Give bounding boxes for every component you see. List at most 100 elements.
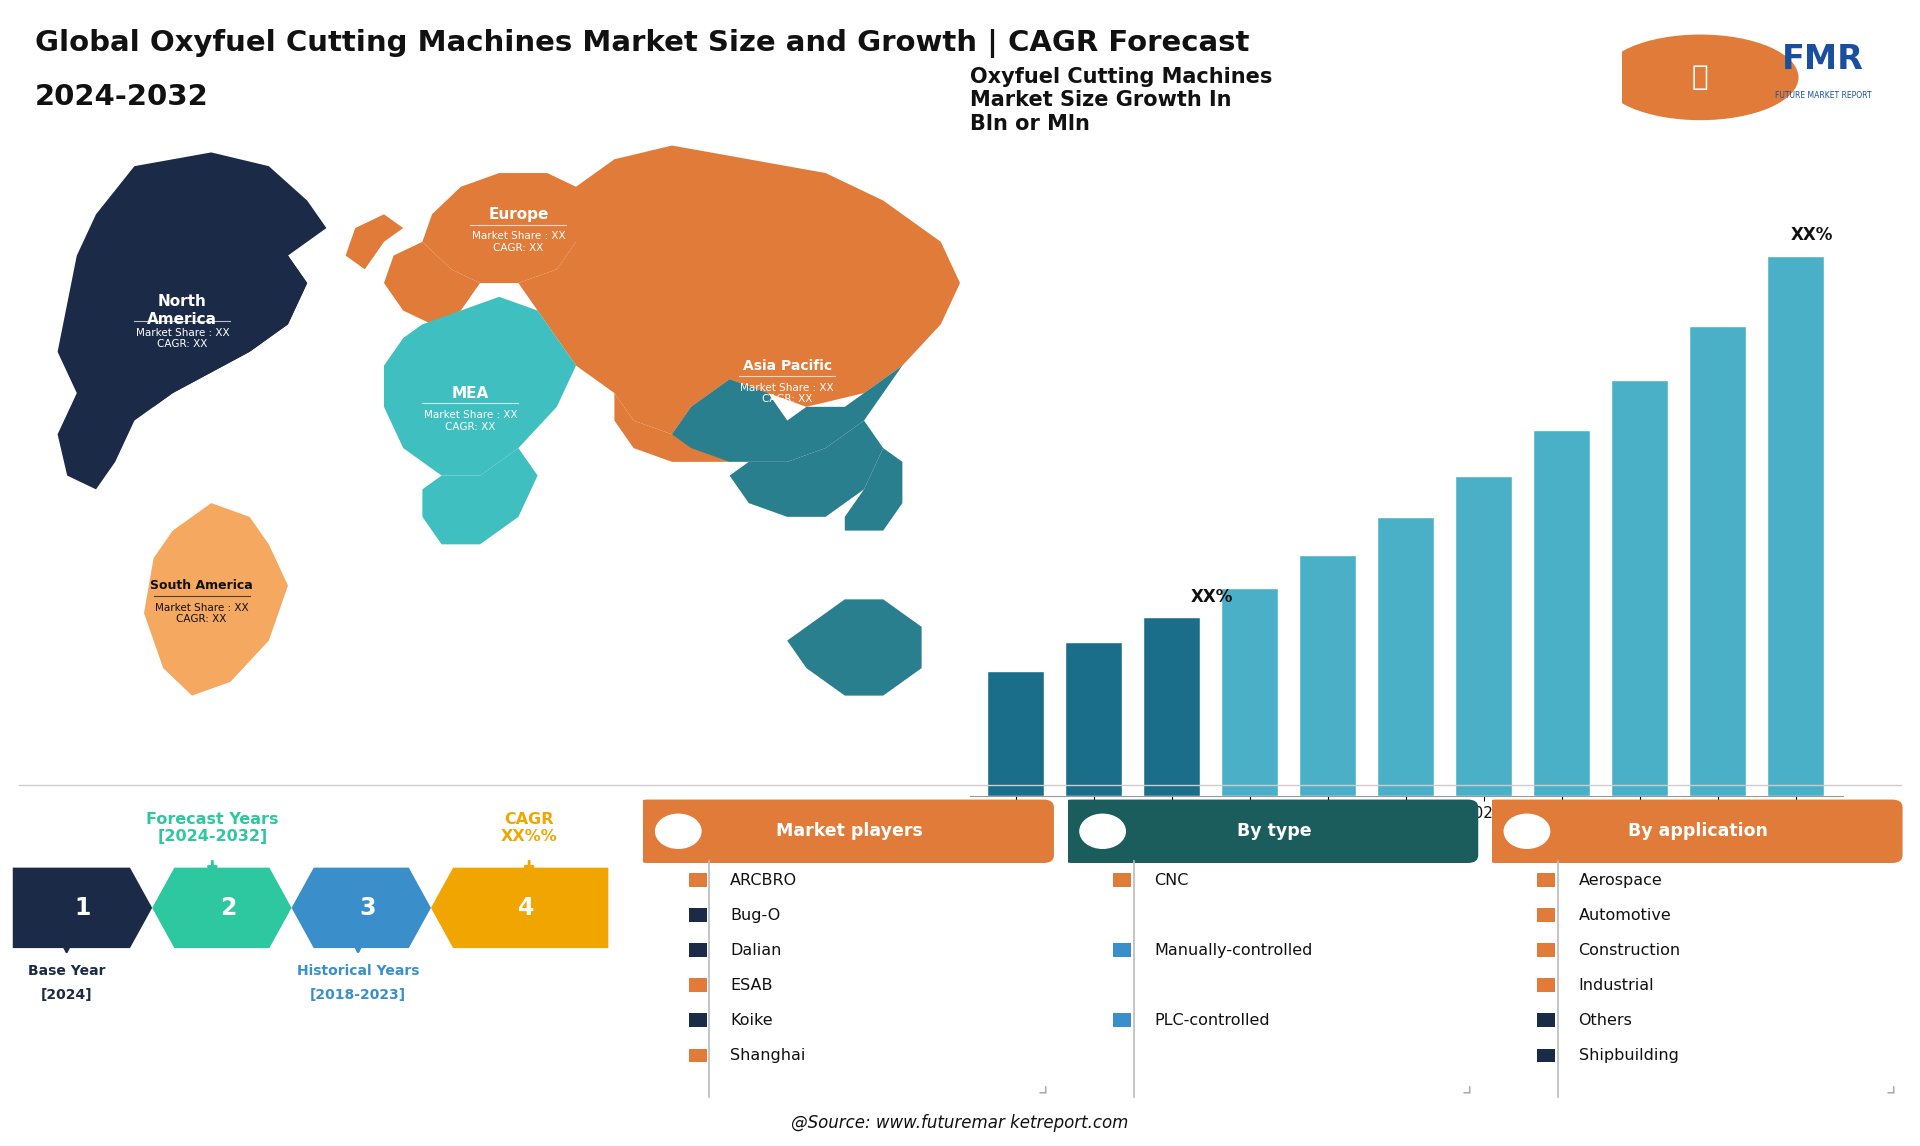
Bar xyxy=(689,1013,707,1027)
Text: XX%: XX% xyxy=(1791,227,1834,244)
Text: Europe: Europe xyxy=(488,206,549,222)
Polygon shape xyxy=(292,868,430,948)
Text: Bug-O: Bug-O xyxy=(730,908,780,923)
Text: Automotive: Automotive xyxy=(1578,908,1670,923)
Text: Market Share : XX
CAGR: XX: Market Share : XX CAGR: XX xyxy=(741,383,833,405)
Bar xyxy=(1538,943,1555,957)
Bar xyxy=(1455,477,1513,796)
Polygon shape xyxy=(845,448,902,531)
Text: 2: 2 xyxy=(221,896,236,920)
Polygon shape xyxy=(346,214,403,269)
Text: [2024]: [2024] xyxy=(40,988,92,1003)
Text: 2024-2032: 2024-2032 xyxy=(35,83,207,110)
Text: Market Share : XX
CAGR: XX: Market Share : XX CAGR: XX xyxy=(156,603,248,625)
Polygon shape xyxy=(614,379,787,462)
Polygon shape xyxy=(384,297,576,476)
Text: By application: By application xyxy=(1628,823,1768,840)
Polygon shape xyxy=(430,868,609,948)
Text: Base Year: Base Year xyxy=(29,964,106,978)
Text: [2018-2023]: [2018-2023] xyxy=(309,988,407,1003)
Text: Oxyfuel Cutting Machines
Market Size Growth In
Bln or Mln: Oxyfuel Cutting Machines Market Size Gro… xyxy=(970,68,1271,134)
Polygon shape xyxy=(518,146,960,434)
Circle shape xyxy=(655,815,701,848)
Bar xyxy=(689,1049,707,1062)
Text: Market Share : XX
CAGR: XX: Market Share : XX CAGR: XX xyxy=(136,328,228,350)
Text: By type: By type xyxy=(1236,823,1311,840)
Text: Koike: Koike xyxy=(730,1013,772,1028)
FancyBboxPatch shape xyxy=(637,800,1054,863)
Text: 3: 3 xyxy=(359,896,376,920)
Text: Dalian: Dalian xyxy=(730,943,781,958)
Text: Others: Others xyxy=(1578,1013,1632,1028)
Polygon shape xyxy=(422,448,538,544)
Bar xyxy=(1538,909,1555,921)
Text: CAGR
XX%%: CAGR XX%% xyxy=(501,811,557,845)
Circle shape xyxy=(1079,815,1125,848)
Text: Construction: Construction xyxy=(1578,943,1680,958)
Bar xyxy=(689,873,707,887)
Text: 4: 4 xyxy=(518,896,534,920)
FancyBboxPatch shape xyxy=(1486,800,1903,863)
Text: ESAB: ESAB xyxy=(730,978,772,992)
Bar xyxy=(1144,618,1200,796)
Bar xyxy=(1613,382,1668,796)
Bar xyxy=(689,979,707,992)
Text: Shipbuilding: Shipbuilding xyxy=(1578,1047,1678,1062)
Bar xyxy=(1538,1013,1555,1027)
Bar xyxy=(1534,431,1590,796)
Text: Aerospace: Aerospace xyxy=(1578,872,1663,887)
Bar xyxy=(1300,556,1356,796)
Text: XX%: XX% xyxy=(1190,588,1233,605)
Circle shape xyxy=(1603,36,1797,119)
Bar xyxy=(689,909,707,921)
Polygon shape xyxy=(13,868,152,948)
Text: ⌟: ⌟ xyxy=(1885,1076,1897,1097)
Text: Industrial: Industrial xyxy=(1578,978,1655,992)
Polygon shape xyxy=(152,868,292,948)
Bar xyxy=(1690,328,1747,796)
Polygon shape xyxy=(134,235,307,407)
Text: ⌟: ⌟ xyxy=(1461,1076,1473,1097)
Text: 1: 1 xyxy=(75,896,90,920)
Bar xyxy=(1066,643,1123,796)
Bar xyxy=(1538,873,1555,887)
Text: South America: South America xyxy=(150,579,253,592)
Polygon shape xyxy=(422,173,595,283)
Bar xyxy=(1114,1013,1131,1027)
Text: CNC: CNC xyxy=(1154,872,1188,887)
Text: Forecast Years
[2024-2032]: Forecast Years [2024-2032] xyxy=(146,811,278,845)
Text: ARCBRO: ARCBRO xyxy=(730,872,797,887)
Bar xyxy=(1114,873,1131,887)
Text: 👤: 👤 xyxy=(1692,63,1709,92)
Text: Global Oxyfuel Cutting Machines Market Size and Growth | CAGR Forecast: Global Oxyfuel Cutting Machines Market S… xyxy=(35,29,1248,57)
Bar xyxy=(689,943,707,957)
Circle shape xyxy=(1503,815,1549,848)
Text: Market Share : XX
CAGR: XX: Market Share : XX CAGR: XX xyxy=(472,231,564,253)
Polygon shape xyxy=(58,152,326,489)
Bar xyxy=(1379,518,1434,796)
Text: North
America: North America xyxy=(148,295,217,327)
Text: MEA: MEA xyxy=(451,385,490,401)
Polygon shape xyxy=(787,599,922,696)
Polygon shape xyxy=(384,242,480,324)
Text: Historical Years: Historical Years xyxy=(298,964,419,978)
Text: Market Share : XX
CAGR: XX: Market Share : XX CAGR: XX xyxy=(424,410,516,432)
Bar xyxy=(1114,943,1131,957)
Text: Shanghai: Shanghai xyxy=(730,1047,804,1062)
Bar xyxy=(1768,257,1824,796)
Text: FUTURE MARKET REPORT: FUTURE MARKET REPORT xyxy=(1774,91,1872,100)
Text: Market players: Market players xyxy=(776,823,924,840)
Polygon shape xyxy=(144,503,288,696)
Bar xyxy=(1538,1049,1555,1062)
Polygon shape xyxy=(730,421,883,517)
Bar xyxy=(1538,979,1555,992)
Polygon shape xyxy=(672,283,960,462)
Text: PLC-controlled: PLC-controlled xyxy=(1154,1013,1269,1028)
Text: FMR: FMR xyxy=(1782,42,1864,76)
Text: @Source: www.futuremar ketreport.com: @Source: www.futuremar ketreport.com xyxy=(791,1114,1129,1132)
Bar xyxy=(989,672,1044,796)
Text: Manually-controlled: Manually-controlled xyxy=(1154,943,1313,958)
Text: ⌟: ⌟ xyxy=(1037,1076,1048,1097)
Text: Asia Pacific: Asia Pacific xyxy=(743,359,831,372)
Bar xyxy=(1223,589,1279,796)
